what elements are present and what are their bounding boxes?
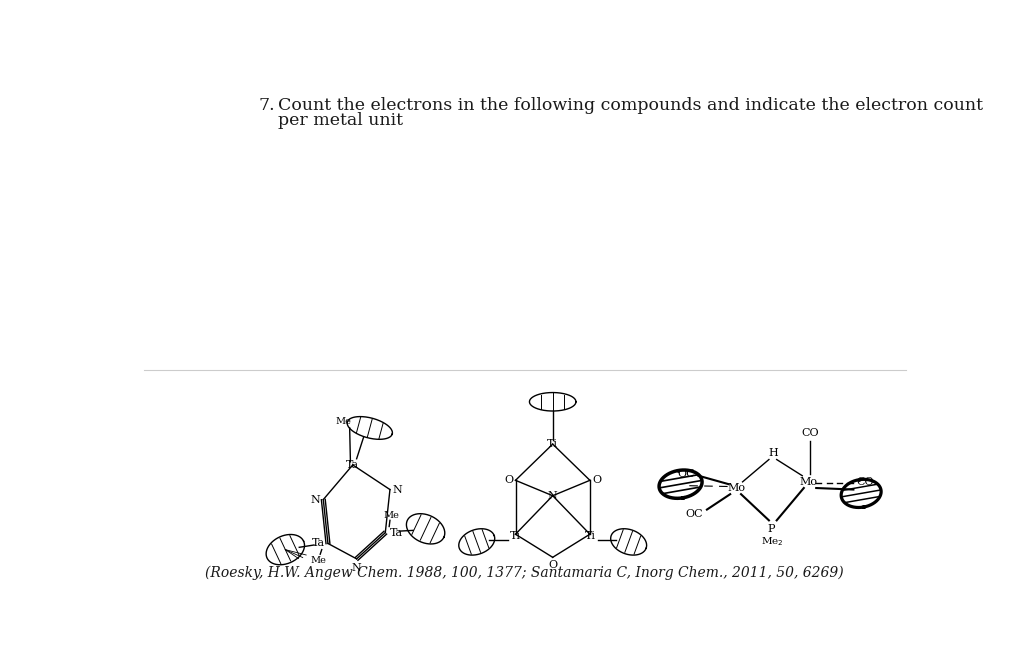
Text: CO: CO [856, 477, 873, 487]
Text: O: O [592, 476, 601, 486]
Text: N: N [393, 485, 402, 495]
Text: Ti: Ti [585, 531, 595, 541]
Text: H: H [768, 448, 777, 458]
Text: Me$_2$: Me$_2$ [762, 535, 784, 548]
Text: N: N [352, 563, 361, 573]
Text: 7.: 7. [258, 97, 274, 114]
Text: N: N [310, 495, 321, 505]
Text: O: O [504, 476, 513, 486]
Text: Me: Me [336, 418, 351, 426]
Text: per metal unit: per metal unit [278, 113, 402, 129]
Text: O: O [548, 560, 557, 570]
Text: Ta: Ta [312, 538, 326, 549]
Text: Mo: Mo [727, 483, 745, 493]
Text: (Roesky, H.W. Angew Chem. 1988, 100, 1377; Santamaria C, Inorg Chem., 2011, 50, : (Roesky, H.W. Angew Chem. 1988, 100, 137… [206, 566, 844, 581]
Text: P: P [768, 524, 775, 534]
Text: Mo: Mo [800, 477, 817, 487]
Text: Ti: Ti [547, 439, 558, 449]
Text: OC: OC [686, 509, 703, 519]
Text: Ta: Ta [389, 527, 402, 537]
Text: N: N [548, 491, 558, 501]
Text: Me: Me [384, 511, 399, 520]
Text: Ti: Ti [510, 531, 521, 541]
Text: Me: Me [310, 556, 327, 565]
Text: Ta: Ta [346, 460, 359, 470]
Text: CO: CO [801, 428, 819, 438]
Text: OC: OC [677, 469, 695, 479]
Text: Count the electrons in the following compounds and indicate the electron count: Count the electrons in the following com… [278, 97, 983, 114]
